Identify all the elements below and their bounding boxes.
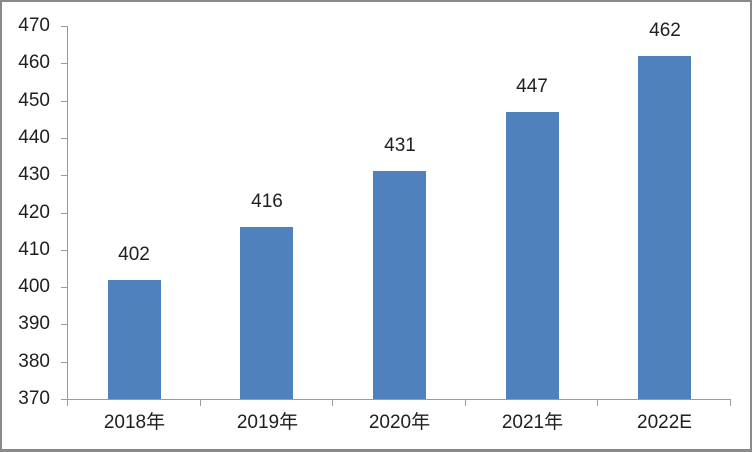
x-tick-mark: [597, 400, 598, 406]
y-tick-mark: [61, 63, 67, 64]
y-tick-mark: [61, 324, 67, 325]
x-tick-mark: [332, 400, 333, 406]
bar: [108, 280, 161, 399]
bar-value-label: 402: [118, 244, 150, 265]
y-tick-label: 410: [18, 239, 50, 260]
y-tick-mark: [61, 362, 67, 363]
y-tick-label: 440: [18, 127, 50, 148]
x-tick-mark: [200, 400, 201, 406]
bar: [240, 227, 293, 399]
bar-value-label: 416: [251, 191, 283, 212]
y-tick-mark: [61, 399, 67, 400]
y-tick-label: 400: [18, 276, 50, 297]
x-tick-mark: [67, 400, 68, 406]
bar: [373, 171, 426, 399]
y-tick-label: 460: [18, 52, 50, 73]
y-tick-label: 470: [18, 15, 50, 36]
y-tick-mark: [61, 213, 67, 214]
y-tick-label: 430: [18, 164, 50, 185]
bar-value-label: 447: [516, 76, 548, 97]
y-tick-label: 380: [18, 351, 50, 372]
y-tick-label: 370: [18, 388, 50, 409]
x-axis-label: 2021年: [501, 412, 564, 433]
bar-value-label: 462: [649, 20, 681, 41]
x-axis-label: 2018年: [103, 412, 166, 433]
y-axis-line: [67, 26, 68, 399]
x-tick-mark: [465, 400, 466, 406]
x-axis-label: 2019年: [236, 412, 299, 433]
x-tick-mark: [730, 400, 731, 406]
y-tick-mark: [61, 287, 67, 288]
y-tick-label: 390: [18, 313, 50, 334]
y-tick-mark: [61, 101, 67, 102]
y-tick-mark: [61, 26, 67, 27]
x-axis-line: [61, 399, 731, 400]
y-tick-label: 420: [18, 202, 50, 223]
x-axis-label: 2022E: [637, 412, 692, 433]
bar: [638, 56, 691, 399]
y-tick-mark: [61, 138, 67, 139]
y-tick-mark: [61, 175, 67, 176]
y-tick-label: 450: [18, 90, 50, 111]
bar: [506, 112, 559, 399]
y-tick-mark: [61, 250, 67, 251]
bar-value-label: 431: [384, 135, 416, 156]
x-axis-label: 2020年: [368, 412, 431, 433]
